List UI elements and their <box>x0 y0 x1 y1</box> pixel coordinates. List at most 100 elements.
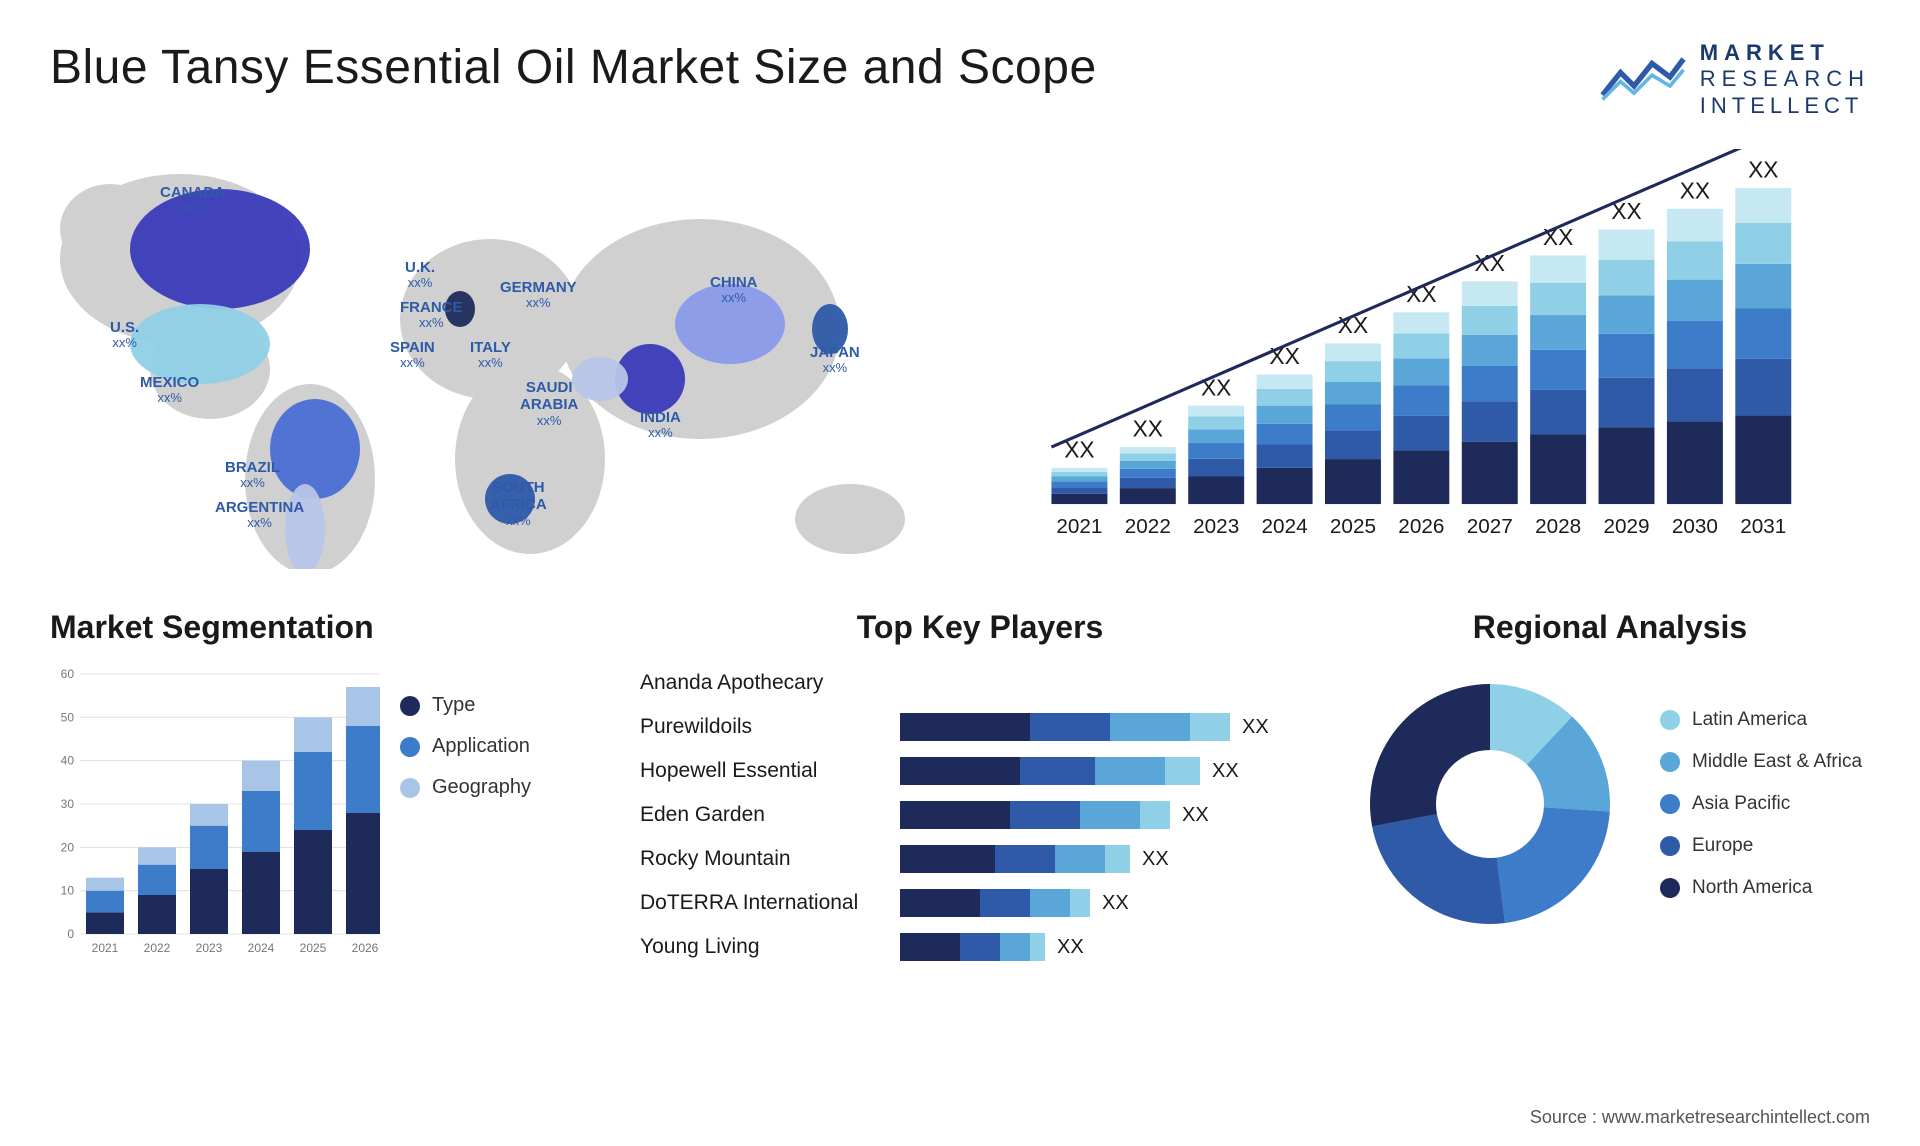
map-country-label: INDIAxx% <box>640 409 681 441</box>
logo-mark-icon <box>1598 47 1688 112</box>
legend-label: Latin America <box>1692 709 1807 731</box>
svg-text:2026: 2026 <box>1398 515 1444 538</box>
legend-item: Middle East & Africa <box>1660 751 1862 773</box>
legend-item: Asia Pacific <box>1660 793 1862 815</box>
player-bar <box>900 757 1200 785</box>
logo-text-2: RESEARCH <box>1700 66 1870 92</box>
map-country-label: ARGENTINAxx% <box>215 499 304 531</box>
logo-text-3: INTELLECT <box>1700 93 1870 119</box>
player-value: XX <box>1102 892 1129 915</box>
player-bar <box>900 801 1170 829</box>
player-row: Ananda Apothecary <box>640 664 1320 702</box>
legend-label: North America <box>1692 877 1812 899</box>
player-row: Eden Garden XX <box>640 796 1320 834</box>
segmentation-chart: 0102030405060202120222023202420252026 <box>50 664 380 964</box>
svg-text:XX: XX <box>1680 178 1710 204</box>
svg-text:0: 0 <box>67 927 74 941</box>
players-list: Ananda ApothecaryPurewildoilsXXHopewell … <box>640 664 1320 966</box>
player-name: Young Living <box>640 935 900 959</box>
segmentation-title: Market Segmentation <box>50 609 610 646</box>
map-country-label: CHINAxx% <box>710 274 758 306</box>
svg-text:20: 20 <box>61 841 75 855</box>
player-bar <box>900 845 1130 873</box>
legend-dot-icon <box>400 737 420 757</box>
legend-item: Latin America <box>1660 709 1862 731</box>
svg-text:2031: 2031 <box>1740 515 1786 538</box>
players-title: Top Key Players <box>640 609 1320 646</box>
svg-text:2023: 2023 <box>1193 515 1239 538</box>
svg-text:2025: 2025 <box>300 941 327 955</box>
player-row: DoTERRA International XX <box>640 884 1320 922</box>
regional-donut <box>1350 664 1630 944</box>
page-title: Blue Tansy Essential Oil Market Size and… <box>50 40 1097 95</box>
map-country-label: SPAINxx% <box>390 339 435 371</box>
legend-item: Type <box>400 694 531 717</box>
player-bar <box>900 713 1230 741</box>
svg-text:2027: 2027 <box>1467 515 1513 538</box>
segmentation-legend: Type Application Geography <box>400 664 531 799</box>
player-name: Purewildoils <box>640 715 900 739</box>
legend-dot-icon <box>400 696 420 716</box>
svg-text:2021: 2021 <box>92 941 119 955</box>
logo-text-1: MARKET <box>1700 40 1870 66</box>
legend-dot-icon <box>1660 794 1680 814</box>
players-panel: Top Key Players Ananda Apothecary Purewil… <box>640 609 1320 966</box>
legend-dot-icon <box>1660 752 1680 772</box>
svg-text:2023: 2023 <box>196 941 223 955</box>
map-country-label: SOUTHAFRICAxx% <box>490 479 547 528</box>
svg-text:2024: 2024 <box>248 941 275 955</box>
map-country-label: ITALYxx% <box>470 339 511 371</box>
legend-dot-icon <box>1660 878 1680 898</box>
svg-text:2028: 2028 <box>1535 515 1581 538</box>
map-country-label: CANADAxx% <box>160 184 225 216</box>
source-attribution: Source : www.marketresearchintellect.com <box>1530 1107 1870 1128</box>
player-row: Young Living XX <box>640 928 1320 966</box>
regional-legend: Latin America Middle East & Africa Asia Pa… <box>1660 709 1862 899</box>
map-country-label: JAPANxx% <box>810 344 860 376</box>
regional-title: Regional Analysis <box>1350 609 1870 646</box>
map-country-label: FRANCExx% <box>400 299 463 331</box>
player-bar <box>900 889 1090 917</box>
player-row: Purewildoils XX <box>640 708 1320 746</box>
map-country-label: U.S.xx% <box>110 319 139 351</box>
legend-label: Europe <box>1692 835 1753 857</box>
legend-label: Application <box>432 735 530 758</box>
map-country-label: U.K.xx% <box>405 259 435 291</box>
svg-text:40: 40 <box>61 754 75 768</box>
svg-text:2026: 2026 <box>352 941 379 955</box>
svg-text:XX: XX <box>1133 416 1163 442</box>
svg-text:XX: XX <box>1748 157 1778 183</box>
player-name: Eden Garden <box>640 803 900 827</box>
legend-dot-icon <box>400 778 420 798</box>
player-row: Rocky Mountain XX <box>640 840 1320 878</box>
legend-item: Europe <box>1660 835 1862 857</box>
player-value: XX <box>1142 848 1169 871</box>
svg-text:2022: 2022 <box>144 941 171 955</box>
svg-text:2021: 2021 <box>1056 515 1102 538</box>
forecast-chart-panel: XX2021XX2022XX2023XX2024XX2025XX2026XX20… <box>1010 149 1870 569</box>
svg-text:60: 60 <box>61 667 75 681</box>
player-name: Rocky Mountain <box>640 847 900 871</box>
regional-panel: Regional Analysis Latin America Middle Ea… <box>1350 609 1870 966</box>
legend-label: Middle East & Africa <box>1692 751 1862 773</box>
legend-item: Application <box>400 735 531 758</box>
svg-text:2022: 2022 <box>1125 515 1171 538</box>
player-name: Ananda Apothecary <box>640 671 900 695</box>
player-bar <box>900 933 1045 961</box>
map-country-label: BRAZILxx% <box>225 459 280 491</box>
player-value: XX <box>1057 936 1084 959</box>
legend-dot-icon <box>1660 836 1680 856</box>
world-map-panel: CANADAxx% U.S.xx%MEXICOxx% BRAZILxx% ARGENT… <box>50 149 970 569</box>
svg-text:10: 10 <box>61 884 75 898</box>
player-value: XX <box>1182 804 1209 827</box>
segmentation-panel: Market Segmentation 01020304050602021202… <box>50 609 610 966</box>
player-value: XX <box>1212 760 1239 783</box>
player-name: DoTERRA International <box>640 891 900 915</box>
legend-label: Geography <box>432 776 531 799</box>
legend-label: Asia Pacific <box>1692 793 1790 815</box>
svg-text:2030: 2030 <box>1672 515 1718 538</box>
map-country-label: MEXICOxx% <box>140 374 199 406</box>
svg-text:50: 50 <box>61 711 75 725</box>
player-value: XX <box>1242 716 1269 739</box>
legend-item: Geography <box>400 776 531 799</box>
